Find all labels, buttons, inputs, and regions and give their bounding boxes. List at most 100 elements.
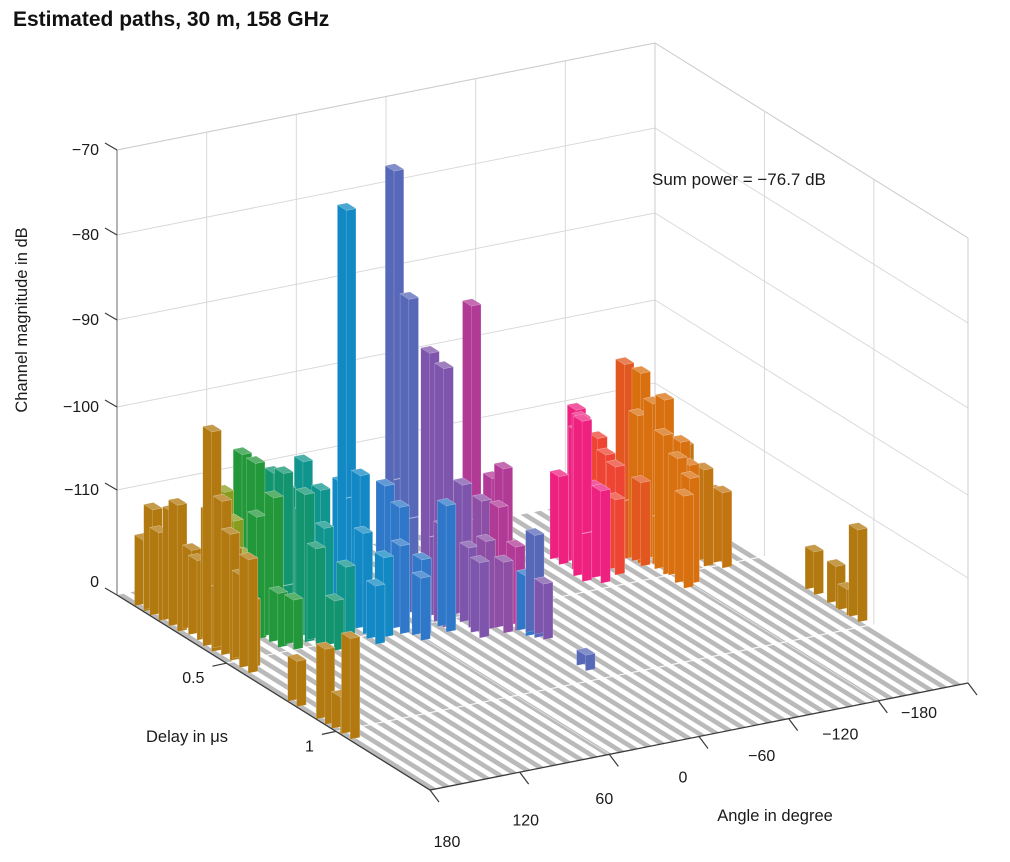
- angle-tick: [608, 753, 619, 767]
- angle-tick-label: 180: [434, 834, 461, 851]
- bar-top: [384, 163, 405, 172]
- angle-tick: [698, 736, 709, 749]
- bar: [436, 497, 457, 633]
- bar-top: [533, 576, 554, 585]
- bar-back: [411, 570, 422, 636]
- bar: [324, 593, 345, 652]
- z-tick-label: 0: [90, 574, 99, 591]
- bar-top: [293, 454, 314, 463]
- bar-top: [591, 483, 611, 492]
- bar-top: [505, 539, 526, 548]
- bar: [549, 468, 570, 566]
- bar-top: [488, 499, 509, 508]
- bar-top: [549, 469, 570, 477]
- bar-top: [712, 485, 733, 494]
- bar-front: [349, 636, 361, 740]
- wall-gridline-z: [116, 127, 969, 324]
- bar: [712, 485, 733, 569]
- bar: [365, 578, 386, 645]
- z-tick: [104, 482, 118, 491]
- z-tick: [104, 142, 118, 151]
- bar-back: [631, 474, 642, 562]
- bar-top: [202, 424, 222, 433]
- bar-top: [493, 461, 514, 470]
- y-axis-label: Delay in μs: [146, 728, 228, 746]
- chart-title: Estimated paths, 30 m, 158 GHz: [13, 8, 330, 31]
- bar-top: [283, 592, 304, 601]
- bar-front: [857, 527, 868, 623]
- bar-top: [411, 570, 431, 579]
- bar-front: [420, 575, 431, 642]
- bar-back: [337, 202, 348, 617]
- bar-back: [516, 568, 527, 631]
- bar-top: [324, 593, 345, 602]
- floor-stripe: [117, 593, 437, 790]
- angle-tick-label: −180: [901, 705, 937, 722]
- bar-top: [232, 447, 253, 455]
- bar-top: [375, 478, 396, 487]
- bar-top: [459, 540, 479, 549]
- z-tick-label: −90: [72, 312, 99, 329]
- z-tick: [104, 227, 118, 236]
- bar-top: [311, 482, 331, 491]
- bar-back: [674, 488, 685, 584]
- bar-front: [374, 583, 386, 645]
- bar: [572, 413, 593, 583]
- bar-top: [605, 459, 626, 468]
- angle-tick: [429, 789, 440, 803]
- bar-top: [315, 641, 336, 650]
- bar-top: [143, 502, 163, 511]
- bar-top: [287, 653, 307, 662]
- bar-top: [434, 361, 454, 369]
- bar-back: [470, 555, 481, 633]
- box-top-edges: [116, 42, 969, 239]
- bar-top: [804, 544, 825, 553]
- bar-front: [542, 581, 554, 641]
- bar-top: [314, 520, 335, 529]
- bar-top: [670, 434, 691, 443]
- bar-top: [524, 527, 545, 536]
- angle-tick: [519, 771, 530, 785]
- bar-front: [581, 419, 593, 583]
- bar-back: [366, 578, 377, 640]
- bar-back: [220, 526, 232, 656]
- bar: [848, 522, 868, 623]
- bar-back: [573, 413, 584, 577]
- z-tick-label: −100: [63, 399, 99, 416]
- bar-top: [420, 345, 440, 354]
- bar-back: [325, 593, 336, 646]
- bar-back: [437, 498, 448, 627]
- bar: [340, 630, 361, 740]
- delay-tick-label: 0.5: [182, 670, 204, 687]
- bar-top: [220, 526, 241, 535]
- bar-back: [306, 541, 317, 641]
- bar-top: [566, 402, 587, 411]
- angle-tick-label: 120: [512, 813, 539, 830]
- bar-top: [631, 365, 652, 374]
- bar-front: [558, 474, 569, 566]
- x-axis-label: Angle in degree: [717, 807, 833, 825]
- bar-front: [293, 597, 304, 651]
- bar-top: [471, 493, 492, 502]
- bar-front: [479, 560, 490, 639]
- bar: [591, 483, 611, 584]
- z-tick-label: −110: [64, 482, 99, 499]
- bar-top: [350, 468, 371, 477]
- bar-front: [315, 546, 326, 646]
- bar-top: [353, 525, 374, 534]
- bar-segment-divider: [283, 583, 294, 587]
- bar-back: [239, 552, 250, 669]
- bar-back: [353, 525, 365, 630]
- angle-tick: [967, 682, 978, 696]
- bar-front: [399, 543, 410, 635]
- angle-tick: [788, 718, 799, 732]
- bar-back: [534, 576, 545, 635]
- bar: [287, 653, 307, 708]
- bar-top: [674, 488, 695, 497]
- z-tick: [104, 587, 118, 596]
- floor-stripe: [480, 521, 800, 718]
- angle-tick-label: 0: [679, 770, 688, 787]
- bar-back: [268, 585, 279, 643]
- bar-front: [600, 488, 611, 584]
